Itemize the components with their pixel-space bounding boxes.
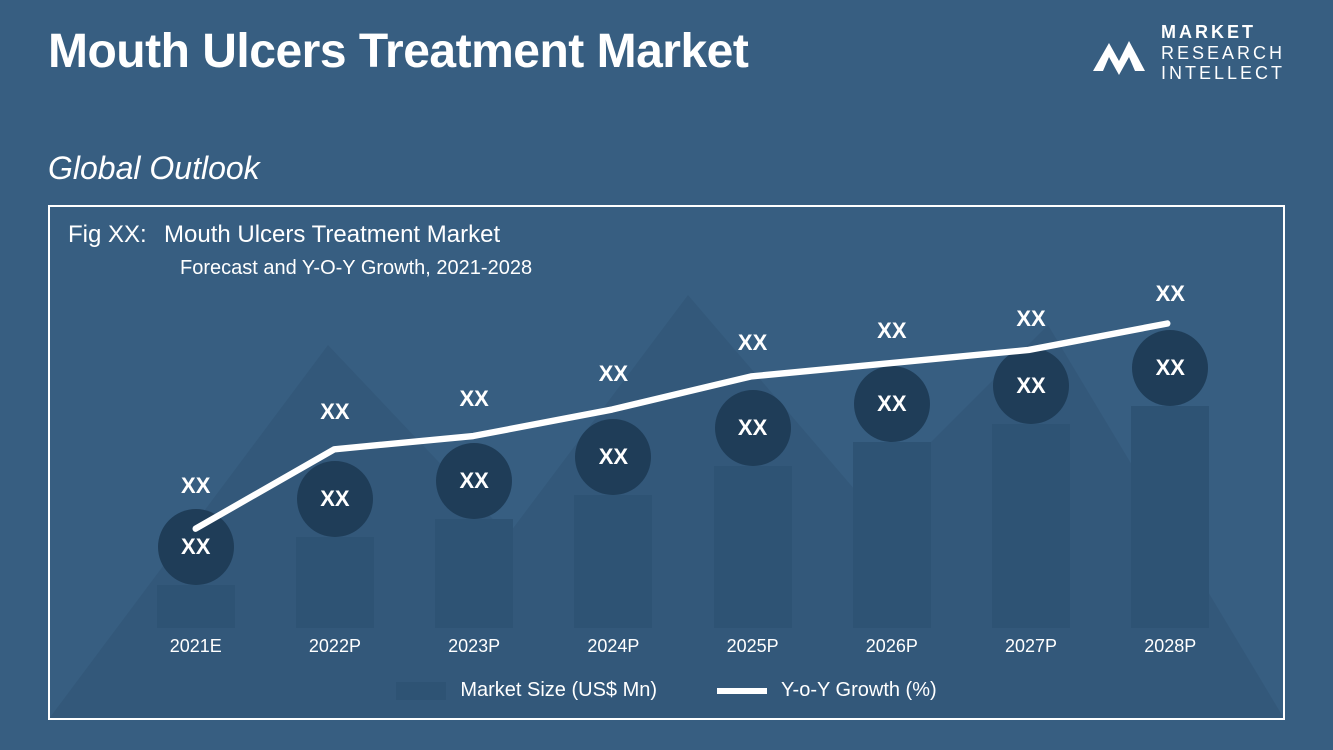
legend: Market Size (US$ Mn) Y-o-Y Growth (%) [50, 679, 1283, 702]
bar-value-circle: XX [993, 348, 1069, 424]
bar-value-circle: XX [297, 461, 373, 537]
bar-value-circle: XX [575, 419, 651, 495]
x-axis-label: 2027P [1005, 636, 1057, 657]
logo-line2: RESEARCH [1161, 43, 1285, 64]
bar-value-circle: XX [436, 443, 512, 519]
logo-text: MARKET RESEARCH INTELLECT [1161, 22, 1285, 84]
bar-stem [714, 466, 792, 628]
x-axis-label: 2025P [727, 636, 779, 657]
line-value-label: XX [599, 361, 628, 387]
bar-group: XX [853, 366, 931, 628]
bar-stem [992, 424, 1070, 628]
chart-container: Fig XX: Mouth Ulcers Treatment Market Fo… [48, 205, 1285, 720]
line-value-label: XX [1156, 281, 1185, 307]
page-subtitle: Global Outlook [48, 150, 260, 187]
x-axis-label: 2026P [866, 636, 918, 657]
bar-group: XX [435, 443, 513, 628]
legend-line-label: Y-o-Y Growth (%) [781, 679, 937, 702]
logo-line3: INTELLECT [1161, 63, 1285, 84]
figure-subtitle: Forecast and Y-O-Y Growth, 2021-2028 [180, 257, 532, 280]
page-title: Mouth Ulcers Treatment Market [48, 24, 748, 79]
x-axis-label: 2022P [309, 636, 361, 657]
logo-mark-icon [1089, 23, 1149, 83]
brand-logo: MARKET RESEARCH INTELLECT [1089, 22, 1285, 84]
x-axis-label: 2021E [170, 636, 222, 657]
x-axis-labels: 2021E 2022P 2023P 2024P 2025P 2026P 2027P 2028P [120, 636, 1243, 660]
line-value-label: XX [738, 330, 767, 356]
bar-series: XX XX XX XX XX XX XX XX [120, 297, 1243, 628]
line-value-label: XX [181, 473, 210, 499]
logo-line1: MARKET [1161, 22, 1285, 43]
x-axis-label: 2028P [1144, 636, 1196, 657]
bar-stem [574, 495, 652, 628]
bar-group: XX [157, 509, 235, 628]
bar-group: XX [574, 419, 652, 628]
bar-value-circle: XX [1132, 330, 1208, 406]
bar-stem [296, 537, 374, 628]
bar-stem [1131, 406, 1209, 628]
legend-item-line: Y-o-Y Growth (%) [717, 679, 937, 702]
bar-stem [157, 585, 235, 628]
legend-item-bar: Market Size (US$ Mn) [396, 679, 657, 702]
legend-bar-label: Market Size (US$ Mn) [460, 679, 657, 702]
line-value-label: XX [459, 386, 488, 412]
bar-group: XX [992, 348, 1070, 628]
plot-area: XX XX XX XX XX XX XX XX XX XX XX XX XX XX XX XX [120, 297, 1243, 628]
bar-value-circle: XX [715, 390, 791, 466]
figure-title: Mouth Ulcers Treatment Market [164, 221, 500, 249]
bar-group: XX [1131, 330, 1209, 628]
line-value-label: XX [1016, 306, 1045, 332]
line-value-label: XX [877, 318, 906, 344]
bar-stem [853, 442, 931, 628]
x-axis-label: 2023P [448, 636, 500, 657]
bar-group: XX [714, 390, 792, 628]
bar-value-circle: XX [854, 366, 930, 442]
line-value-label: XX [320, 399, 349, 425]
figure-number: Fig XX: [68, 221, 147, 249]
legend-swatch-line-icon [717, 688, 767, 694]
bar-stem [435, 519, 513, 628]
legend-swatch-bar-icon [396, 682, 446, 700]
bar-value-circle: XX [158, 509, 234, 585]
bar-group: XX [296, 461, 374, 628]
x-axis-label: 2024P [587, 636, 639, 657]
